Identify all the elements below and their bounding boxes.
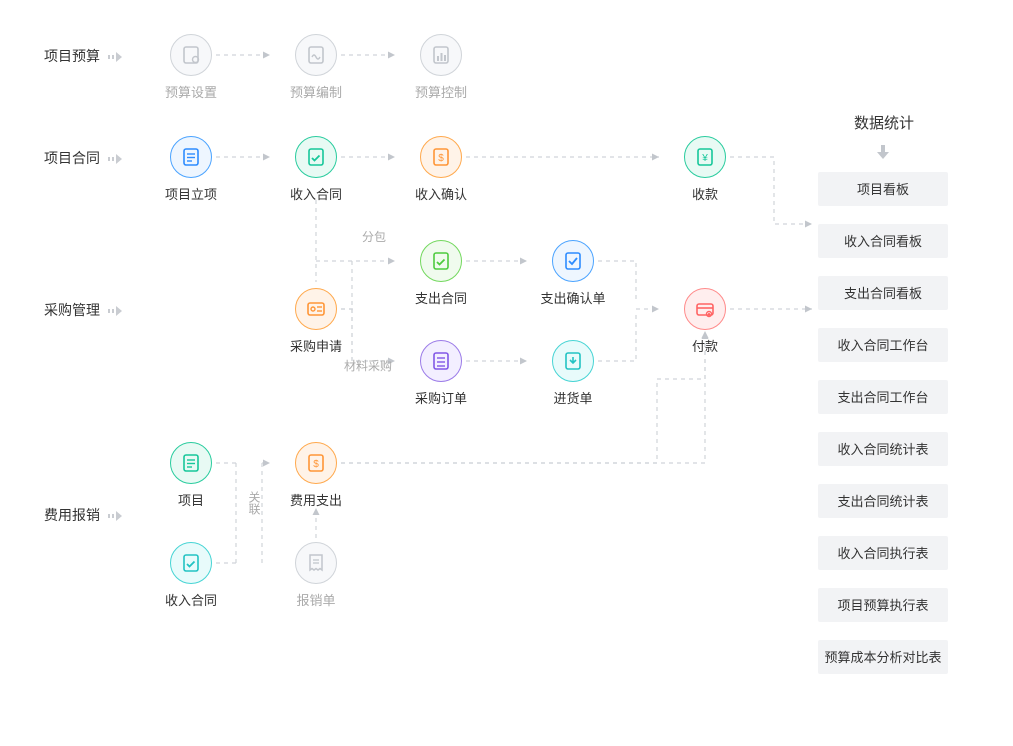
card-icon (684, 288, 726, 330)
stats-arrow-icon (877, 140, 889, 154)
node-label: 采购申请 (276, 338, 356, 354)
svg-text:¥: ¥ (701, 153, 708, 164)
node-label: 支出合同 (401, 290, 481, 306)
node-po[interactable]: 采购订单 (401, 340, 481, 406)
receipt-icon (295, 542, 337, 584)
stat-button-7[interactable]: 收入合同执行表 (818, 536, 948, 570)
hint-link: 关联 (246, 491, 263, 515)
stat-button-6[interactable]: 支出合同统计表 (818, 484, 948, 518)
doc-list-icon (420, 340, 462, 382)
row-label-expense: 费用报销 (44, 505, 122, 525)
svg-text:$: $ (438, 153, 444, 164)
node-project[interactable]: 项目 (151, 442, 231, 508)
row-label-contract: 项目合同 (44, 148, 122, 168)
doc-dollar-icon: $ (295, 442, 337, 484)
node-grn[interactable]: 进货单 (533, 340, 613, 406)
node-label: 预算编制 (276, 84, 356, 100)
doc-in-icon (552, 340, 594, 382)
arrow-stub-icon (108, 306, 122, 316)
doc-wave-icon (295, 34, 337, 76)
row-label-text: 项目合同 (44, 148, 100, 168)
doc-tick-icon (552, 240, 594, 282)
node-label: 收入合同 (276, 186, 356, 202)
node-fee_out[interactable]: $ 费用支出 (276, 442, 356, 508)
node-budget_make[interactable]: 预算编制 (276, 34, 356, 100)
node-receipt[interactable]: ¥ 收款 (665, 136, 745, 202)
hint-sub: 分包 (362, 228, 386, 245)
arrow-stub-icon (108, 154, 122, 164)
node-purchase_req[interactable]: 采购申请 (276, 288, 356, 354)
node-pay_contract[interactable]: 支出合同 (401, 240, 481, 306)
row-label-text: 费用报销 (44, 505, 100, 525)
stat-button-3[interactable]: 收入合同工作台 (818, 328, 948, 362)
doc-yen-icon: ¥ (684, 136, 726, 178)
node-pay_confirm[interactable]: 支出确认单 (533, 240, 613, 306)
row-label-text: 项目预算 (44, 46, 100, 66)
doc-check-icon (420, 240, 462, 282)
node-label: 报销单 (276, 592, 356, 608)
node-label: 费用支出 (276, 492, 356, 508)
node-rev_confirm[interactable]: $ 收入确认 (401, 136, 481, 202)
node-label: 付款 (665, 338, 745, 354)
node-proj_init[interactable]: 项目立项 (151, 136, 231, 202)
doc-check-icon (170, 542, 212, 584)
node-label: 项目立项 (151, 186, 231, 202)
row-label-text: 采购管理 (44, 300, 100, 320)
hint-mat: 材料采购 (344, 357, 392, 374)
stat-button-8[interactable]: 项目预算执行表 (818, 588, 948, 622)
svg-text:$: $ (313, 459, 319, 470)
node-label: 采购订单 (401, 390, 481, 406)
row-label-budget: 项目预算 (44, 46, 122, 66)
arrow-stub-icon (108, 52, 122, 62)
doc-lines-icon (170, 442, 212, 484)
node-rev_contract[interactable]: 收入合同 (276, 136, 356, 202)
node-budget_set[interactable]: 预算设置 (151, 34, 231, 100)
doc-lines-icon (170, 136, 212, 178)
stat-button-1[interactable]: 收入合同看板 (818, 224, 948, 258)
node-label: 支出确认单 (533, 290, 613, 306)
doc-bars-icon (420, 34, 462, 76)
node-label: 收款 (665, 186, 745, 202)
stat-button-5[interactable]: 收入合同统计表 (818, 432, 948, 466)
doc-dollar-icon: $ (420, 136, 462, 178)
node-label: 收入合同 (151, 592, 231, 608)
node-reimburse[interactable]: 报销单 (276, 542, 356, 608)
stat-button-2[interactable]: 支出合同看板 (818, 276, 948, 310)
node-budget_ctrl[interactable]: 预算控制 (401, 34, 481, 100)
doc-gear-icon (170, 34, 212, 76)
stat-button-9[interactable]: 预算成本分析对比表 (818, 640, 948, 674)
stats-heading: 数据统计 (854, 112, 914, 133)
doc-check-icon (295, 136, 337, 178)
id-card-icon (295, 288, 337, 330)
node-payment[interactable]: 付款 (665, 288, 745, 354)
row-label-purchase: 采购管理 (44, 300, 122, 320)
node-label: 预算控制 (401, 84, 481, 100)
diagram-canvas: { "canvas": { "width": 1013, "height": 7… (0, 0, 1013, 746)
node-label: 预算设置 (151, 84, 231, 100)
node-label: 进货单 (533, 390, 613, 406)
node-label: 项目 (151, 492, 231, 508)
node-label: 收入确认 (401, 186, 481, 202)
arrow-stub-icon (108, 511, 122, 521)
stat-button-4[interactable]: 支出合同工作台 (818, 380, 948, 414)
node-rev_contract2[interactable]: 收入合同 (151, 542, 231, 608)
stat-button-0[interactable]: 项目看板 (818, 172, 948, 206)
